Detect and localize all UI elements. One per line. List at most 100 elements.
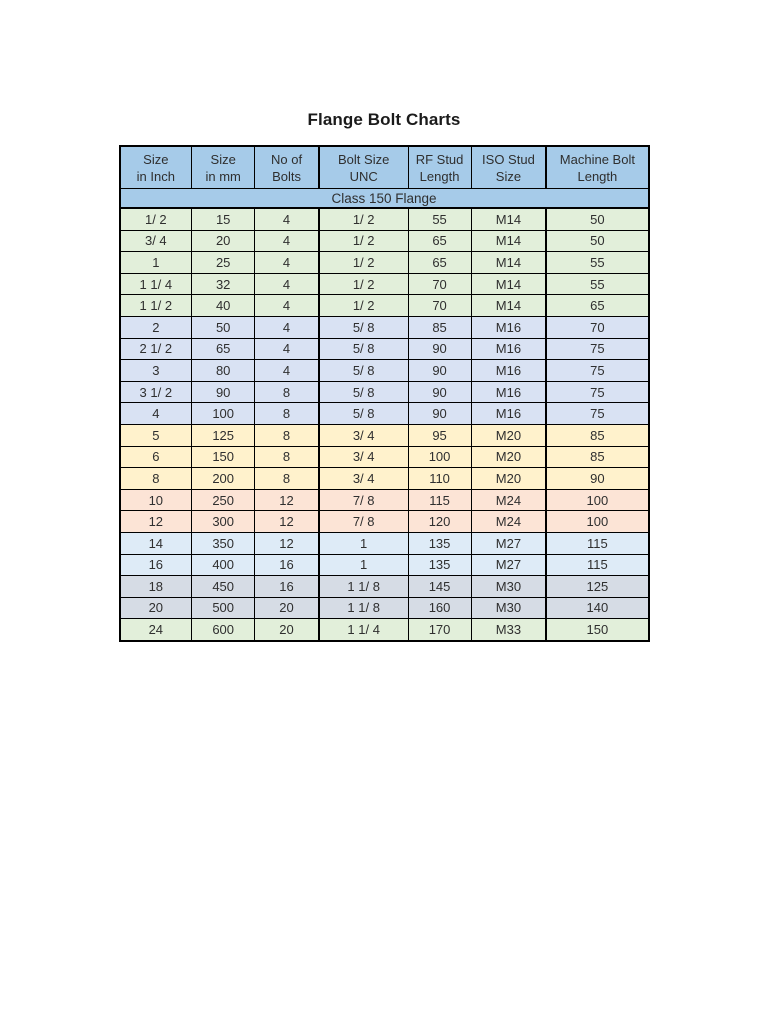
table-cell: 1 [118, 251, 193, 274]
table-cell: 300 [191, 510, 256, 533]
table-cell: 250 [191, 488, 256, 512]
table-cell: 4 [254, 337, 320, 361]
table-cell: 100 [545, 488, 650, 512]
table-cell: 85 [545, 423, 650, 447]
table-cell: 1 1/ 8 [317, 575, 409, 598]
table-cell: 55 [545, 251, 650, 274]
table-cell: 115 [545, 553, 650, 577]
table-cell: 25 [191, 251, 256, 274]
table-cell: 1/ 2 [317, 207, 409, 231]
table-cell: 100 [545, 510, 650, 533]
column-header-no-of-bolts: No of Bolts [254, 145, 320, 189]
table-row: 3 1/ 2 90 8 5/ 8 90 M16 75 [118, 380, 650, 404]
table-cell: 90 [407, 359, 472, 382]
table-cell: 20 [254, 618, 320, 642]
section-header-class-150: Class 150 Flange [119, 188, 649, 209]
table-cell: 65 [191, 337, 256, 361]
table-cell: 450 [191, 575, 256, 598]
table-cell: 1/ 2 [317, 229, 409, 253]
table-cell: 170 [407, 618, 472, 642]
table-cell: 8 [254, 380, 320, 404]
table-cell: 18 [118, 575, 193, 598]
table-cell: M30 [470, 596, 547, 620]
table-cell: 600 [191, 618, 256, 642]
table-cell: 80 [191, 359, 256, 382]
table-row: 20 500 20 1 1/ 8 160 M30 140 [118, 596, 650, 620]
table-cell: 90 [545, 467, 650, 490]
table-cell: 85 [407, 315, 472, 339]
table-cell: 1 1/ 4 [317, 618, 409, 642]
table-cell: M30 [470, 575, 547, 598]
column-header-rf-stud-length: RF Stud Length [407, 145, 472, 189]
table-cell: 4 [254, 207, 320, 231]
column-header-iso-stud-size: ISO Stud Size [470, 145, 547, 189]
table-cell: 20 [191, 229, 256, 253]
table-cell: M33 [470, 618, 547, 642]
table-cell: M20 [470, 467, 547, 490]
table-row: 3 80 4 5/ 8 90 M16 75 [118, 359, 650, 382]
table-cell: 70 [545, 315, 650, 339]
table-cell: 3/ 4 [118, 229, 193, 253]
table-cell: 12 [254, 531, 320, 555]
column-header-machine-bolt-length: Machine Bolt Length [545, 145, 650, 189]
table-cell: 4 [254, 272, 320, 296]
table-cell: 75 [545, 337, 650, 361]
page-title: Flange Bolt Charts [307, 110, 461, 129]
table-row: 2 50 4 5/ 8 85 M16 70 [118, 315, 650, 339]
table-cell: 5/ 8 [317, 337, 409, 361]
table-cell: 150 [191, 445, 256, 469]
table-cell: 24 [118, 618, 193, 642]
table-cell: 150 [545, 618, 650, 642]
table-cell: 500 [191, 596, 256, 620]
table-cell: M24 [470, 488, 547, 512]
table-cell: 3/ 4 [317, 445, 409, 469]
table-cell: 12 [254, 488, 320, 512]
table-cell: 75 [545, 359, 650, 382]
table-cell: 1/ 2 [118, 207, 193, 231]
section-body: Class 150 Flange [119, 188, 649, 209]
table-cell: 125 [191, 423, 256, 447]
table-row: 1/ 2 15 4 1/ 2 55 M14 50 [118, 207, 650, 231]
table-cell: 2 [118, 315, 193, 339]
table-cell: 50 [545, 207, 650, 231]
header-row: Size in Inch Size in mm No of Bolts Bolt Size U… [118, 145, 650, 189]
table-cell: 400 [191, 553, 256, 577]
table-cell: 4 [254, 359, 320, 382]
table-cell: 40 [191, 294, 256, 317]
table-row: 5 125 8 3/ 4 95 M20 85 [118, 423, 650, 447]
table-cell: 100 [191, 402, 256, 425]
table-row: 3/ 4 20 4 1/ 2 65 M14 50 [118, 229, 650, 253]
table-cell: 1 1/ 4 [118, 272, 193, 296]
table-cell: 4 [254, 229, 320, 253]
table-cell: 4 [254, 251, 320, 274]
table-cell: 20 [254, 596, 320, 620]
table-cell: 6 [118, 445, 193, 469]
table-cell: 120 [407, 510, 472, 533]
table-cell: 115 [407, 488, 472, 512]
table-cell: M16 [470, 380, 547, 404]
table-cell: 12 [118, 510, 193, 533]
table-row: 4 100 8 5/ 8 90 M16 75 [118, 402, 650, 425]
table-cell: 5/ 8 [317, 380, 409, 404]
table-cell: 110 [407, 467, 472, 490]
table-cell: 8 [118, 467, 193, 490]
table-cell: 3/ 4 [317, 423, 409, 447]
table-cell: 4 [254, 315, 320, 339]
table-row: 8 200 8 3/ 4 110 M20 90 [118, 467, 650, 490]
table-cell: 85 [545, 445, 650, 469]
table-cell: 5 [118, 423, 193, 447]
table-cell: 1/ 2 [317, 251, 409, 274]
table-cell: 5/ 8 [317, 402, 409, 425]
table-cell: 16 [254, 575, 320, 598]
flange-bolt-table: Size in Inch Size in mm No of Bolts Bolt Size U… [118, 145, 650, 642]
table-cell: 1 1/ 2 [118, 294, 193, 317]
table-cell: 200 [191, 467, 256, 490]
table-cell: 15 [191, 207, 256, 231]
table-cell: 50 [545, 229, 650, 253]
table-cell: M14 [470, 229, 547, 253]
table-cell: 2 1/ 2 [118, 337, 193, 361]
table-cell: 160 [407, 596, 472, 620]
table-cell: 4 [254, 294, 320, 317]
table-cell: 90 [407, 380, 472, 404]
